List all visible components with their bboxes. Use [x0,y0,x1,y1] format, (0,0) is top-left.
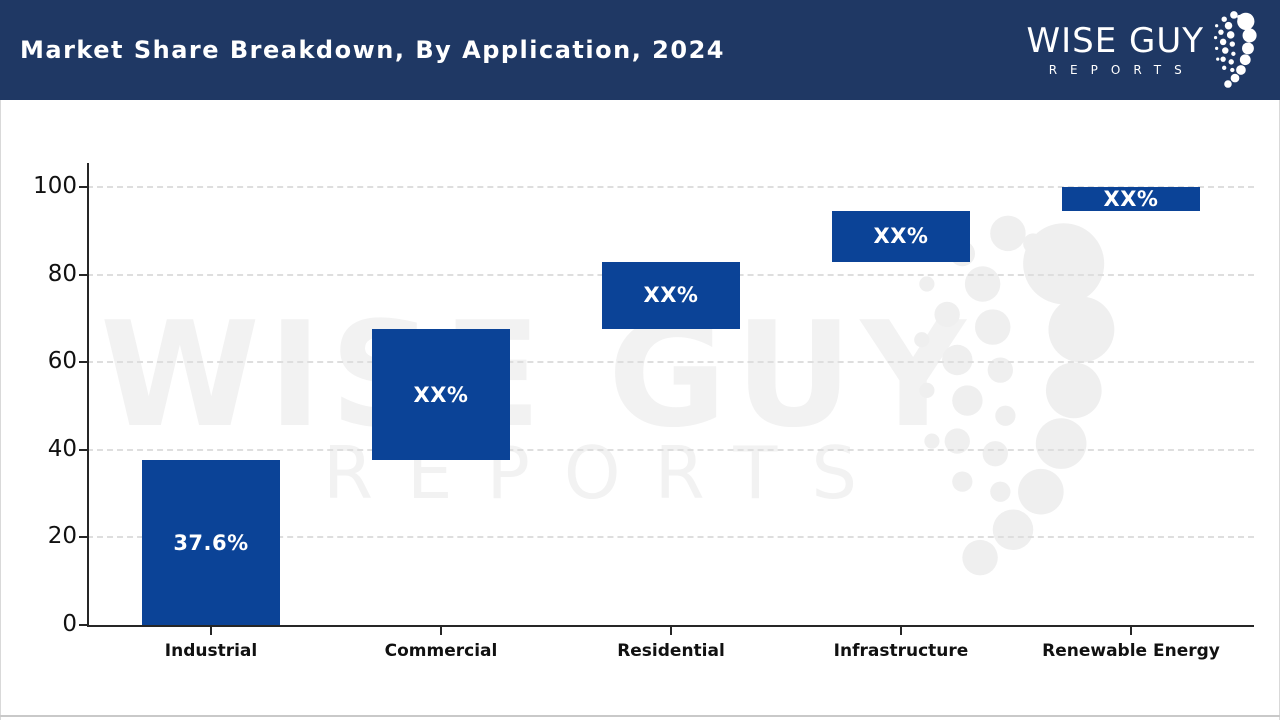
x-axis-label: Renewable Energy [1042,641,1220,661]
y-tick-label: 60 [47,348,77,375]
y-tick [79,624,87,626]
x-tick [440,627,442,635]
y-tick-label: 0 [62,611,77,637]
y-tick [79,186,87,188]
gridline [87,448,1254,451]
gridline [87,186,1254,188]
bar: XX% [1062,187,1200,212]
x-tick [670,627,672,635]
brand-subname: REPORTS [1048,62,1195,77]
x-tick [210,627,212,635]
gridline [87,536,1254,539]
bar: XX% [372,328,510,461]
brand-logo-text: WISE GUY REPORTS [1026,24,1204,77]
y-tick [79,361,87,364]
x-tick [900,627,902,635]
y-tick-label: 100 [33,173,77,199]
header-bar: Market Share Breakdown, By Application, … [0,0,1280,100]
bar: XX% [832,211,970,262]
y-tick [79,273,87,276]
y-tick-label: 40 [47,435,77,462]
x-axis-line [87,625,1254,627]
x-axis-label: Industrial [164,641,258,661]
x-tick [1130,627,1132,635]
waterfall-chart: 0 20 40 60 80 100 Industrial Commercial Resident… [0,100,1280,720]
watermark-dotted-head-icon [914,215,1115,576]
x-axis-label: Infrastructure [833,641,969,661]
bar-value-label: XX% [643,283,699,308]
bar-value-label: XX% [1103,187,1159,212]
y-tick-label: 80 [47,260,77,287]
y-tick [79,536,87,539]
bar: XX% [602,261,740,329]
brand-name: WISE GUY [1026,20,1204,61]
x-axis-label: Residential [617,641,725,661]
y-tick-label: 20 [47,523,77,550]
bar-value-label: XX% [873,224,929,249]
brand-logo: WISE GUY REPORTS [1026,9,1262,91]
bottom-divider [0,715,1280,717]
page-title: Market Share Breakdown, By Application, … [20,36,725,64]
y-axis-line [87,163,89,627]
bar: 37.6% [142,460,280,625]
x-axis-label: Commercial [384,641,498,661]
logo-dotted-head-icon [1213,11,1257,88]
y-tick [79,448,87,451]
gridline [87,361,1254,364]
bar-value-label: XX% [413,382,469,407]
bar-value-label: 37.6% [173,530,249,555]
watermark-text-line1: WISE GUY [100,291,974,460]
